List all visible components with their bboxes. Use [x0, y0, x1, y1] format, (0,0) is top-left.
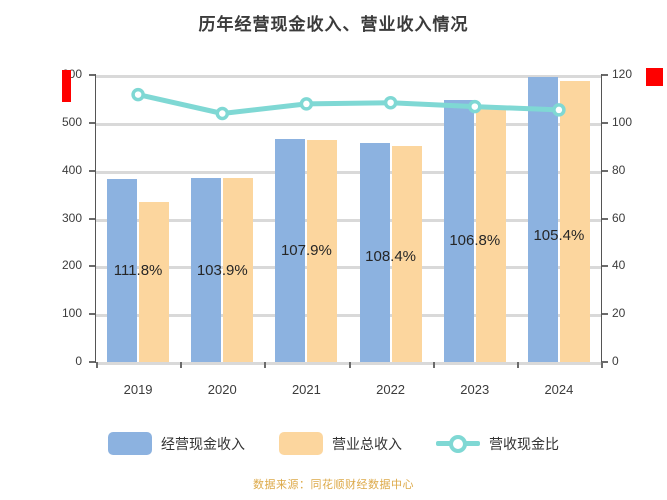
x-tick-mark — [348, 362, 351, 368]
chart-title: 历年经营现金收入、营业收入情况 — [198, 15, 469, 34]
right-tick-label: 120 — [612, 67, 633, 81]
left-tick-label: 500 — [61, 114, 82, 129]
left-tick-label: 100 — [61, 306, 82, 321]
plot-area — [96, 75, 601, 365]
redaction-mark-left — [62, 70, 71, 102]
bar-blue-2021[interactable] — [275, 139, 306, 362]
x-tick-label-2021: 2021 — [291, 382, 321, 397]
right-tick-label: 40 — [612, 258, 626, 273]
right-tick-label: 100 — [612, 114, 633, 129]
chart-legend: 经营现金收入 营业总收入 营收现金比 — [0, 432, 667, 455]
bar-blue-2020[interactable] — [191, 177, 222, 362]
data-label-2022: 108.4% — [365, 248, 417, 265]
x-tick-mark — [601, 362, 603, 368]
legend-swatch-icon — [279, 432, 323, 455]
right-tick-label: 60 — [612, 210, 626, 225]
x-tick-label-2024: 2024 — [544, 382, 574, 397]
left-axis-line — [95, 74, 96, 363]
gridline — [96, 75, 601, 78]
right-tick-label: 80 — [612, 162, 626, 177]
right-tick-mark — [602, 265, 608, 268]
bar-orange-2024[interactable] — [559, 81, 590, 362]
x-tick-mark — [264, 362, 267, 368]
left-tick-mark — [89, 217, 95, 220]
left-tick-mark — [89, 313, 95, 316]
right-tick-mark — [602, 74, 608, 76]
right-tick-mark — [602, 217, 608, 220]
legend-label: 营业总收入 — [332, 435, 402, 452]
bar-orange-2023[interactable] — [475, 105, 506, 362]
x-tick-mark — [432, 362, 435, 368]
bar-orange-2021[interactable] — [307, 140, 338, 362]
bar-orange-2019[interactable] — [139, 202, 170, 362]
data-label-2020: 103.9% — [196, 262, 248, 279]
x-tick-label-2020: 2020 — [207, 382, 237, 397]
right-tick-mark — [602, 169, 608, 172]
bar-blue-2022[interactable] — [359, 142, 390, 362]
gridline — [96, 170, 601, 174]
bar-orange-2020[interactable] — [223, 177, 254, 362]
legend-label: 营收现金比 — [489, 435, 559, 452]
left-tick-label: 200 — [61, 258, 82, 273]
right-tick-label: 20 — [612, 306, 626, 321]
bar-blue-2024[interactable] — [527, 77, 558, 362]
left-tick-mark — [89, 169, 95, 172]
data-label-2021: 107.9% — [280, 242, 332, 259]
bar-orange-2022[interactable] — [391, 145, 422, 362]
gridline — [96, 122, 601, 126]
left-tick-label: 400 — [61, 162, 82, 177]
legend-item-2[interactable]: 营收现金比 — [436, 432, 559, 455]
gridline — [96, 314, 601, 318]
legend-line-marker-icon — [436, 432, 480, 455]
x-tick-mark — [516, 362, 519, 368]
left-tick-label: 0 — [75, 354, 82, 368]
right-tick-mark — [602, 313, 608, 316]
x-tick-label-2019: 2019 — [123, 382, 153, 397]
legend-label: 经营现金收入 — [161, 435, 245, 452]
x-tick-label-2023: 2023 — [460, 382, 490, 397]
legend-item-1[interactable]: 营业总收入 — [279, 432, 402, 455]
data-label-2019: 111.8% — [113, 262, 163, 279]
redaction-mark-right — [646, 68, 663, 86]
gridline — [96, 218, 601, 222]
left-tick-mark — [89, 361, 95, 363]
x-tick-mark — [180, 362, 183, 368]
x-tick-label-2022: 2022 — [376, 382, 406, 397]
left-tick-label: 300 — [61, 210, 82, 225]
x-tick-mark — [96, 362, 98, 368]
right-tick-mark — [602, 121, 608, 124]
gridline — [96, 266, 601, 270]
legend-swatch-icon — [108, 432, 152, 455]
right-tick-mark — [602, 361, 608, 363]
legend-item-0[interactable]: 经营现金收入 — [108, 432, 245, 455]
data-label-2023: 106.8% — [449, 232, 501, 249]
bar-blue-2019[interactable] — [107, 179, 138, 362]
bar-blue-2023[interactable] — [443, 100, 474, 362]
left-tick-mark — [89, 121, 95, 124]
right-tick-label: 0 — [612, 354, 619, 368]
left-tick-mark — [89, 265, 95, 268]
left-tick-label: 600 — [61, 67, 82, 81]
left-tick-mark — [89, 74, 95, 76]
data-label-2024: 105.4% — [533, 227, 585, 244]
right-axis-line — [601, 74, 602, 363]
watermark-text: 数据来源：同花顺财经数据中心 — [253, 479, 414, 491]
